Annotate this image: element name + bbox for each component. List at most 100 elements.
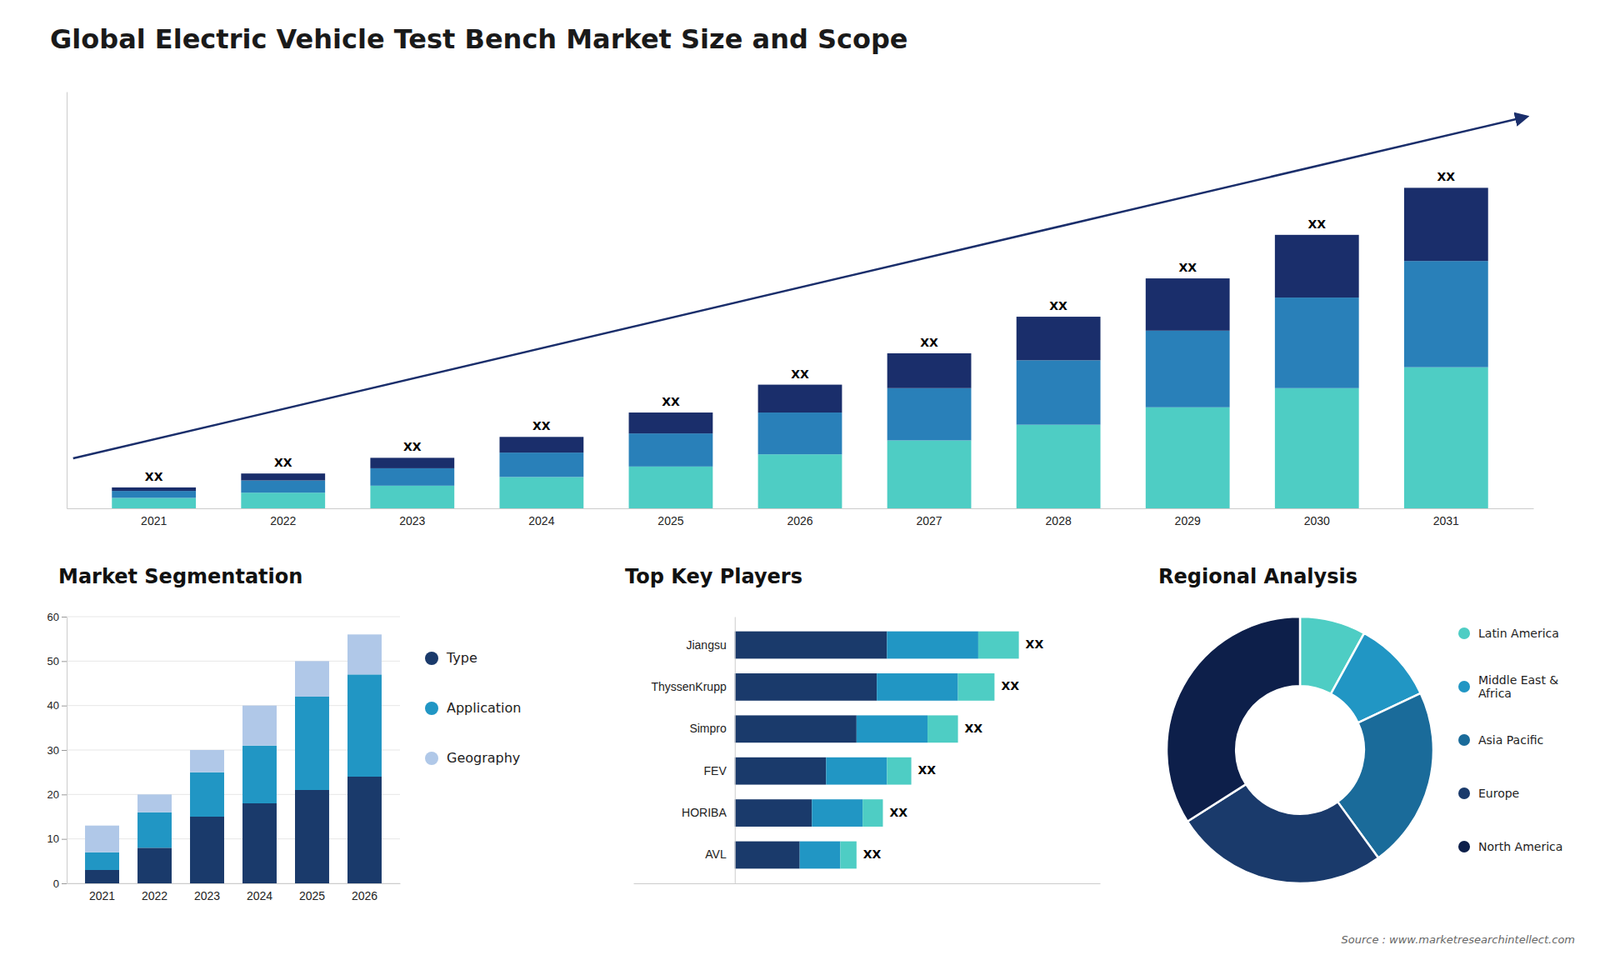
bar [735, 799, 813, 827]
bar-series [85, 634, 382, 852]
tick-label: HORIBA [681, 805, 727, 820]
bars [85, 634, 382, 884]
legend-item: Latin America [1458, 626, 1560, 640]
bar [499, 452, 584, 477]
tick-label: 2021 [89, 889, 115, 903]
bar [758, 454, 843, 509]
tick: 2027 [915, 508, 942, 528]
bar [629, 466, 714, 509]
pie-chart [1166, 616, 1434, 884]
legend-label: Middle East &Africa [1478, 673, 1559, 701]
bar [295, 790, 330, 884]
bar [862, 799, 883, 827]
bar [190, 750, 225, 773]
bar [887, 440, 972, 509]
bar-series [85, 674, 382, 870]
bar [1275, 297, 1360, 389]
data-label: XX [1049, 299, 1068, 313]
bar [240, 480, 325, 494]
data-label: XX [965, 721, 984, 735]
bar [958, 673, 995, 701]
legend-label: Application [446, 700, 521, 716]
bar-series [735, 631, 888, 870]
legend-label: Europe [1478, 786, 1520, 800]
tick-label: 40 [47, 699, 60, 712]
tick: 2030 [1304, 508, 1330, 528]
data-label: XX [1307, 217, 1326, 231]
bar [629, 412, 714, 434]
bar [499, 436, 584, 453]
axis-line [66, 617, 68, 885]
tick: 2024 [246, 883, 273, 903]
tick: AVL [705, 847, 735, 861]
bar [735, 673, 877, 701]
bar-series [111, 367, 1488, 509]
tick: 30 [47, 744, 67, 757]
data-label: XX [1178, 260, 1197, 275]
tick: 2021 [89, 883, 115, 903]
bar [190, 816, 225, 884]
legend-swatch [1458, 734, 1470, 746]
bar-series [111, 187, 1488, 491]
value-axis [66, 92, 68, 510]
bar [887, 388, 972, 441]
tick-label: 2025 [299, 889, 325, 903]
legend-swatch [425, 651, 439, 665]
data-label: XX [661, 395, 680, 409]
value-axis [634, 883, 1101, 885]
grid-line [66, 616, 400, 618]
tick: 2025 [657, 508, 684, 528]
tick-label: 2030 [1304, 514, 1330, 528]
tick-label: AVL [705, 847, 727, 861]
tick-label: 60 [47, 610, 60, 624]
bar [735, 631, 888, 660]
legend-item: Europe [1458, 786, 1520, 800]
data-label: XX [1437, 170, 1456, 184]
bar [295, 696, 330, 790]
tick-label: 2025 [657, 514, 684, 528]
bar-chart: 2021202220232024202520262027202820292030… [67, 92, 1535, 528]
tick-mark [61, 660, 67, 662]
legend-label: Asia Pacific [1478, 733, 1544, 747]
value-axis: 0102030405060 [47, 610, 68, 890]
tick: 50 [47, 655, 67, 668]
tick-mark [61, 794, 67, 795]
category-axis: 2021202220232024202520262027202820292030… [67, 508, 1535, 528]
bar [735, 841, 800, 870]
chart-title: Regional Analysis [1158, 565, 1358, 589]
tick: ThyssenKrupp [650, 680, 735, 694]
bar [1404, 260, 1489, 368]
chart-title: Market Segmentation [58, 565, 303, 589]
tick: 40 [47, 699, 67, 712]
axis-line [66, 92, 68, 510]
category-axis: 202120222023202420252026 [67, 883, 401, 903]
bars [111, 187, 1488, 509]
tick: 2023 [399, 508, 425, 528]
bar [1275, 388, 1360, 509]
bar [886, 757, 911, 785]
legend-item: Asia Pacific [1458, 733, 1544, 747]
bar [629, 433, 714, 467]
bar [137, 794, 172, 812]
tick: 2031 [1433, 508, 1460, 528]
tick-label: 2023 [194, 889, 220, 903]
data-label: XX [403, 440, 422, 454]
bar [1275, 235, 1360, 298]
legend: Latin America Middle East &Africa Asia Pac… [1458, 626, 1563, 854]
tick: 2023 [194, 883, 220, 903]
tick: 2024 [528, 508, 555, 528]
bar [85, 870, 120, 884]
category-axis: JiangsuThyssenKruppSimproFEVHORIBAAVL [650, 617, 735, 885]
bar-series [840, 631, 1019, 870]
bar [347, 634, 382, 675]
grid [66, 616, 400, 884]
bar [735, 757, 827, 785]
tick: HORIBA [681, 805, 735, 820]
tick-label: 10 [47, 832, 60, 845]
tick-label: 2027 [915, 514, 942, 528]
tick: 2021 [140, 508, 167, 528]
tick-label: 20 [47, 788, 60, 801]
data-label: XX [863, 847, 882, 861]
bar [840, 841, 856, 870]
bar-series [85, 776, 382, 884]
